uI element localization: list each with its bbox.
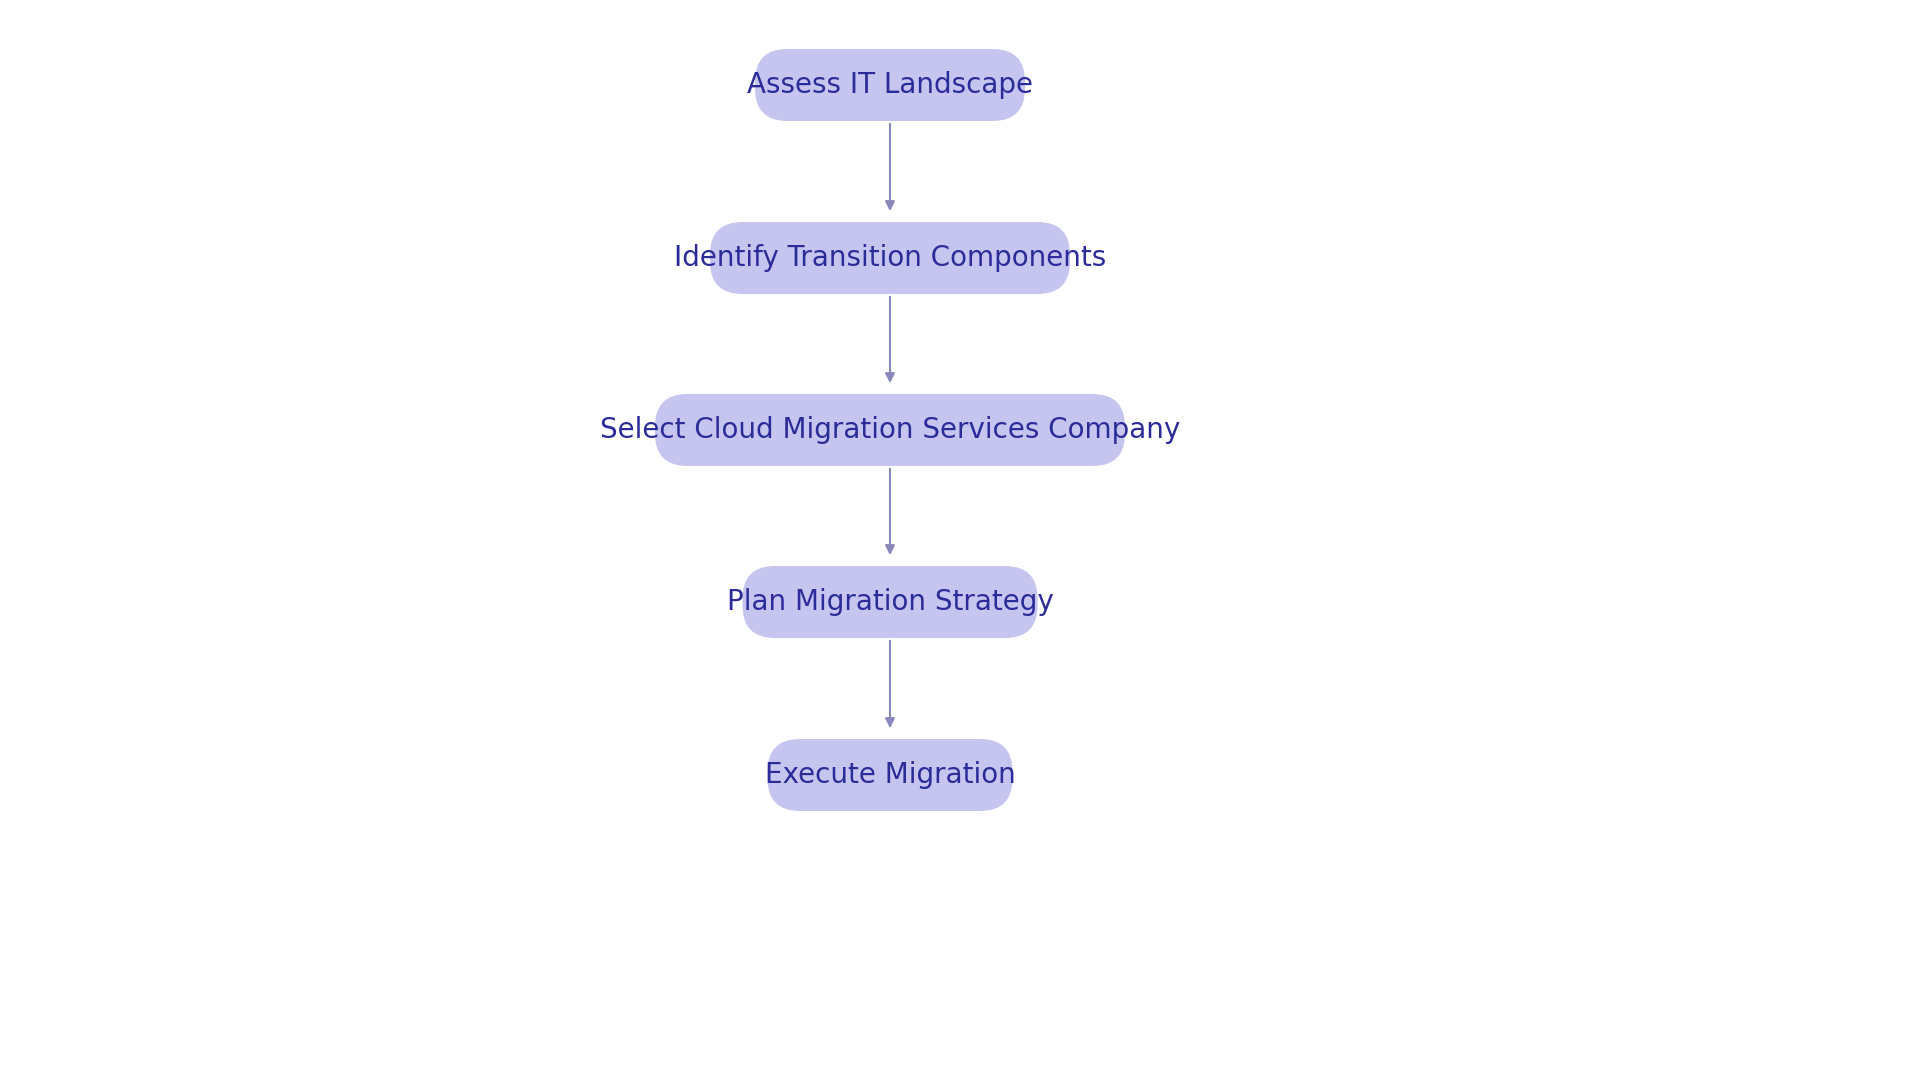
Text: Select Cloud Migration Services Company: Select Cloud Migration Services Company [599,416,1181,444]
Text: Plan Migration Strategy: Plan Migration Strategy [726,588,1054,616]
FancyBboxPatch shape [768,739,1012,811]
FancyBboxPatch shape [755,49,1025,121]
FancyBboxPatch shape [743,566,1037,638]
Text: Identify Transition Components: Identify Transition Components [674,244,1106,272]
Text: Assess IT Landscape: Assess IT Landscape [747,71,1033,99]
FancyBboxPatch shape [710,222,1069,293]
Text: Execute Migration: Execute Migration [764,761,1016,790]
FancyBboxPatch shape [655,394,1125,466]
